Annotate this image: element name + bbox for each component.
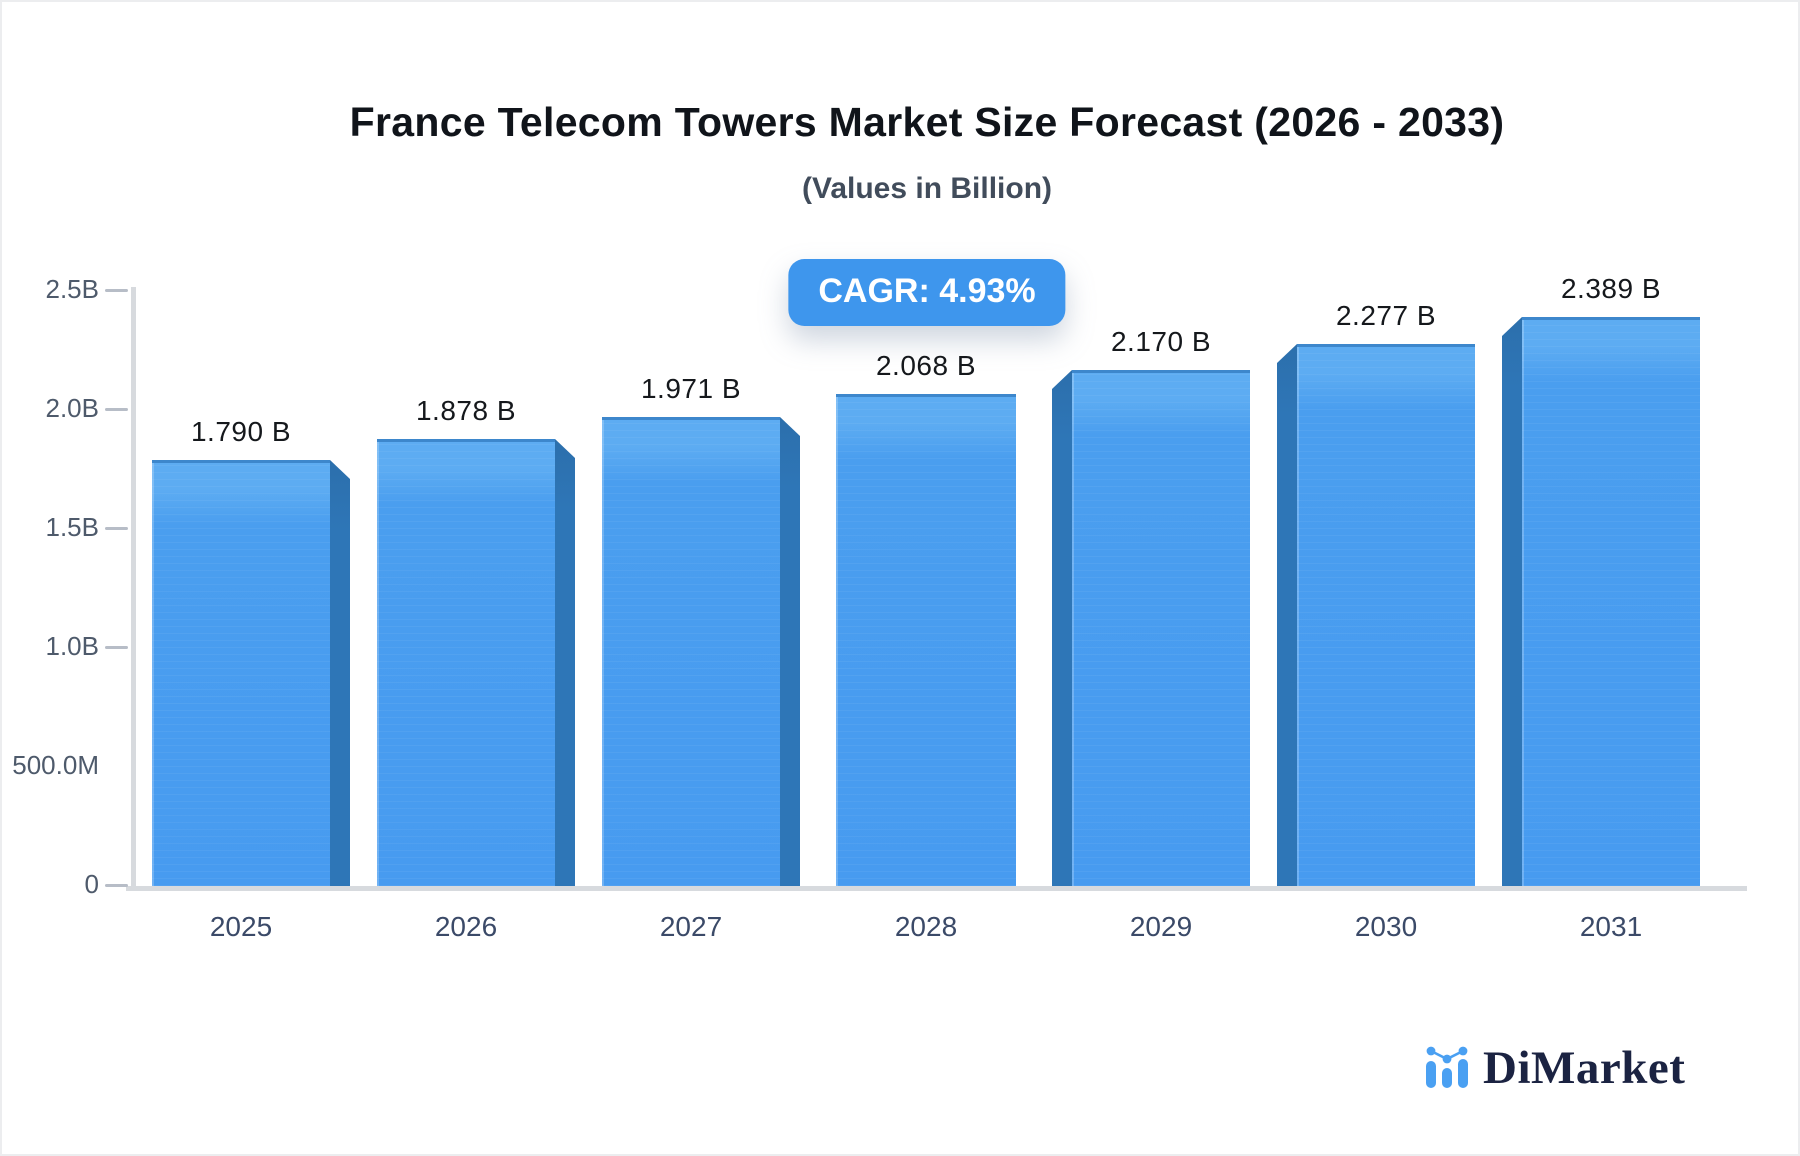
bar-2031[interactable] [1502,317,1700,886]
y-axis-tick [105,289,128,292]
chart-subtitle: (Values in Billion) [801,172,1053,205]
bar-value-label: 2.277 B [1335,300,1437,331]
y-axis-tick [105,408,128,411]
bar-2028[interactable] [827,394,1025,886]
x-axis-label-2031: 2031 [1579,911,1643,942]
bar-2030[interactable] [1277,344,1475,886]
x-axis-label-2026: 2026 [434,911,498,942]
bar-value-label: 2.170 B [1110,326,1212,357]
plot-area: 1.790 B 2025 1.878 B 2026 1.971 B 2027 2.068 B… [126,273,1747,942]
brand-name: DiMarket [1483,1042,1686,1094]
y-axis-label-2.0B: 2.0B [45,393,100,423]
bar-face [377,439,555,886]
bar-side-face [780,417,800,886]
bar-2029[interactable] [1052,370,1250,886]
bar-face [1072,370,1250,886]
bar-value-label: 1.790 B [190,416,292,447]
bar-line-chart-icon [1426,1046,1468,1088]
bar-side-face [330,460,350,886]
bar-value-label: 1.971 B [640,373,742,404]
bar-face [1522,317,1700,886]
x-axis-label-2029: 2029 [1129,911,1193,942]
y-axis-label-2.5B: 2.5B [45,274,100,304]
y-axis-tick [105,884,128,887]
x-axis-label-2027: 2027 [659,911,723,942]
bar-value-label: 1.878 B [415,395,517,426]
brand-logo: DiMarket [1424,1045,1685,1092]
y-axis-label-500.0M: 500.0M [12,750,99,780]
y-axis-label-0: 0 [84,869,99,899]
bar-2027[interactable] [602,417,800,886]
x-axis-label-2030: 2030 [1354,911,1418,942]
x-axis-label-2028: 2028 [894,911,958,942]
bar-face [152,460,330,886]
bar-side-face [1502,317,1522,886]
bar-side-face [555,439,575,886]
bar-value-label: 2.068 B [875,350,977,381]
y-axis-line [131,287,136,889]
cagr-badge: CAGR: 4.93% [788,259,1066,326]
x-axis-label-2025: 2025 [209,911,273,942]
y-axis-tick [105,646,128,649]
bar-face [1297,344,1475,886]
bar-side-face [1277,344,1297,886]
y-axis-label-1.5B: 1.5B [45,512,100,542]
bar-2026[interactable] [377,439,575,886]
bar-face [602,417,780,886]
y-axis-label-1.0B: 1.0B [45,631,100,661]
bar-side-face [1052,370,1072,886]
x-axis-line [126,886,1747,891]
bar-face [836,394,1016,886]
bar-value-label: 2.389 B [1560,273,1662,304]
y-axis-tick [105,527,128,530]
bar-2025[interactable] [152,460,350,886]
chart-title: France Telecom Towers Market Size Foreca… [349,99,1505,145]
